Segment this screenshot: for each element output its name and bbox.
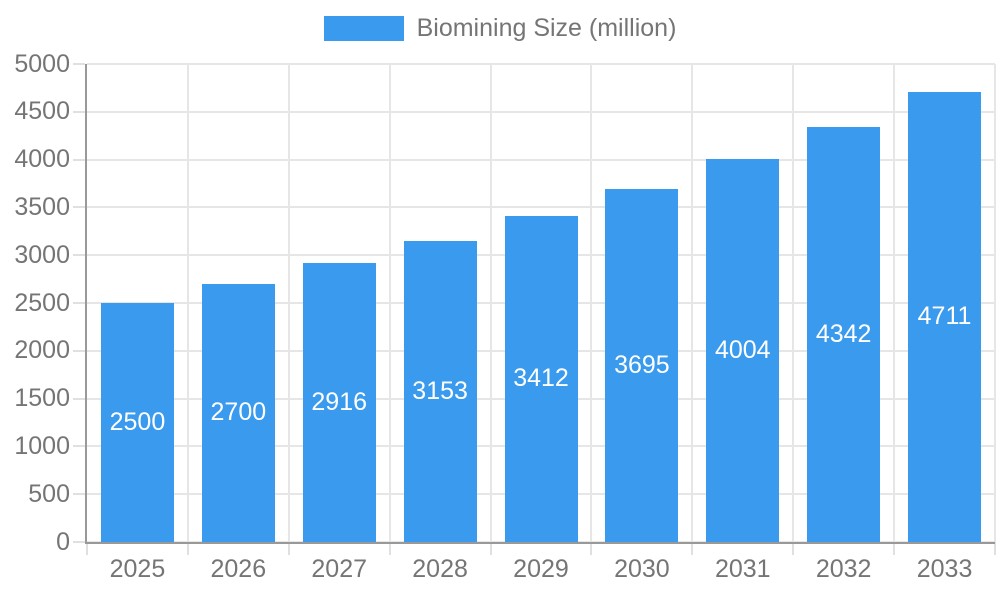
legend-swatch-icon (323, 16, 404, 41)
bar-2030[interactable]: 3695 (605, 188, 679, 542)
bar-2032[interactable]: 4342 (807, 126, 881, 542)
x-axis-tick (893, 542, 896, 555)
bar-value-label: 4004 (714, 336, 771, 365)
y-axis-tick-label: 5000 (14, 49, 70, 78)
bar-2025[interactable]: 2500 (100, 303, 174, 542)
gridline-h (87, 158, 995, 161)
y-axis-tick (73, 63, 85, 65)
y-axis-tick (73, 397, 85, 400)
plot-area: 0 500 1000 1500 2000 2500 3000 3500 4000 4500 5000… (14, 51, 996, 582)
gridline-h (87, 110, 995, 113)
y-axis-tick (73, 445, 85, 448)
x-axis-category-label: 2032 (815, 555, 872, 583)
x-axis-category-label: 2033 (916, 555, 973, 583)
bar-value-label: 3695 (614, 350, 670, 379)
x-axis-tick (691, 542, 694, 555)
gridline-h (87, 63, 995, 65)
x-axis-tick (994, 542, 996, 555)
bar-2033[interactable]: 4711 (908, 91, 982, 542)
x-axis-category-label: 2028 (412, 555, 468, 583)
y-axis-tick (73, 254, 85, 257)
bar-2027[interactable]: 2916 (302, 263, 376, 542)
y-axis-tick (73, 493, 85, 496)
y-axis-tick-label: 2500 (14, 288, 70, 317)
y-axis-tick-label: 3000 (14, 240, 70, 269)
bar-value-label: 2500 (109, 408, 166, 436)
gridline-v (489, 64, 492, 542)
x-axis-tick (388, 542, 391, 555)
x-axis-category-label: 2029 (513, 555, 569, 583)
x-axis-category-label: 2025 (109, 555, 166, 583)
x-axis-tick (287, 542, 290, 555)
y-axis-tick-label: 500 (28, 479, 70, 508)
y-axis-tick-label: 1500 (14, 384, 70, 413)
gridline-v (994, 64, 996, 542)
bar-2029[interactable]: 3412 (504, 215, 578, 542)
y-axis-tick-label: 4500 (14, 97, 70, 126)
y-axis-tick (73, 158, 85, 161)
bar-value-label: 3412 (513, 364, 569, 393)
x-axis-tick (86, 542, 88, 555)
y-axis-tick-label: 2000 (14, 336, 70, 365)
gridline-v (287, 64, 290, 542)
legend[interactable]: Biomining Size (million) (0, 14, 1000, 43)
gridline-v (792, 64, 795, 542)
x-axis-tick (792, 542, 795, 555)
y-axis-tick-label: 4000 (14, 145, 70, 174)
x-axis-tick (186, 542, 189, 555)
gridline-v (186, 64, 189, 542)
bar-2028[interactable]: 3153 (403, 240, 477, 542)
bar-2026[interactable]: 2700 (201, 283, 275, 542)
y-axis-tick (73, 302, 85, 304)
gridline-v (893, 64, 896, 542)
bar-value-label: 3153 (412, 376, 468, 405)
bar-value-label: 4711 (917, 302, 972, 331)
x-axis-category-label: 2026 (210, 555, 267, 583)
y-axis-tick-label: 0 (56, 527, 70, 556)
y-axis-tick (73, 349, 85, 352)
bar-2031[interactable]: 4004 (706, 159, 780, 542)
legend-label: Biomining Size (million) (416, 14, 677, 42)
bar-value-label: 2916 (311, 388, 368, 417)
x-axis-category-label: 2027 (311, 555, 368, 583)
gridline-v (590, 64, 593, 542)
gridline-v (691, 64, 694, 542)
x-axis-line (85, 542, 995, 544)
y-axis-tick (73, 206, 85, 209)
x-axis-category-label: 2031 (714, 555, 771, 583)
y-axis-tick-label: 1000 (14, 431, 70, 460)
y-axis-tick-label: 3500 (14, 192, 70, 221)
y-axis-line (85, 64, 87, 544)
bar-value-label: 2700 (210, 398, 267, 427)
y-axis-tick (73, 541, 85, 543)
gridline-h (87, 206, 995, 209)
gridline-v (388, 64, 391, 542)
x-axis-category-label: 2030 (614, 555, 670, 583)
x-axis-tick (590, 542, 593, 555)
x-axis-tick (489, 542, 492, 555)
bar-value-label: 4342 (815, 319, 872, 348)
y-axis-tick (73, 110, 85, 113)
